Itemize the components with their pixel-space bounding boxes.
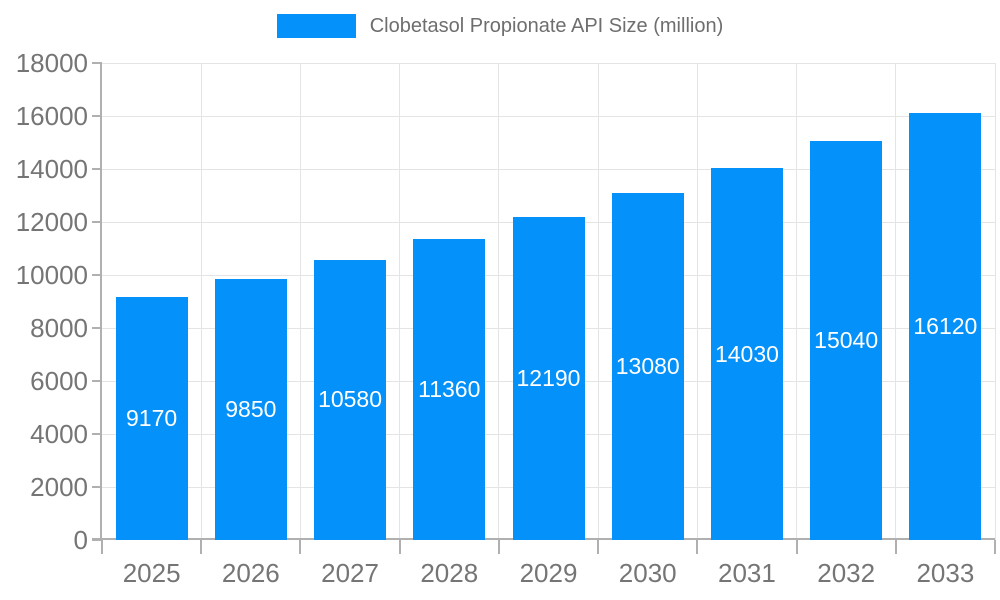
bar[interactable]: 14030 xyxy=(710,168,783,540)
x-tick-label: 2033 xyxy=(916,558,975,588)
y-axis-line xyxy=(100,63,102,540)
y-axis-tick xyxy=(92,380,102,382)
x-gridline xyxy=(597,63,599,540)
y-axis-tick xyxy=(92,62,102,64)
x-tick-label: 2029 xyxy=(519,558,578,588)
legend-swatch xyxy=(276,14,356,38)
y-axis-tick xyxy=(92,539,102,541)
bar-value-label: 14030 xyxy=(714,340,779,367)
y-tick-label: 10000 xyxy=(15,260,88,290)
y-tick-label: 16000 xyxy=(15,101,88,131)
y-axis-tick xyxy=(92,274,102,276)
bar[interactable]: 10580 xyxy=(314,259,387,540)
y-gridline xyxy=(102,62,995,64)
bar[interactable]: 13080 xyxy=(611,193,684,540)
y-tick-label: 4000 xyxy=(30,419,88,449)
y-axis-tick xyxy=(92,168,102,170)
bar[interactable]: 9850 xyxy=(214,278,287,540)
x-axis-tick xyxy=(497,540,500,554)
x-axis-tick xyxy=(696,540,699,554)
y-tick-label: 12000 xyxy=(15,207,88,237)
x-tick-label: 2032 xyxy=(817,558,876,588)
x-gridline xyxy=(994,63,996,540)
x-gridline xyxy=(299,63,301,540)
bar-value-label: 16120 xyxy=(913,312,978,339)
bar-value-label: 12190 xyxy=(516,364,581,391)
y-axis-tick xyxy=(92,433,102,435)
bar[interactable]: 12190 xyxy=(512,216,585,540)
x-axis-tick xyxy=(398,540,401,554)
x-axis-tick xyxy=(299,540,302,554)
x-tick-label: 2026 xyxy=(221,558,280,588)
bar-value-label: 11360 xyxy=(418,375,481,402)
x-tick-label: 2031 xyxy=(718,558,776,588)
y-axis-tick xyxy=(92,486,102,488)
y-tick-label: 14000 xyxy=(15,154,88,184)
x-axis-tick xyxy=(597,540,600,554)
y-tick-label: 6000 xyxy=(30,366,88,396)
bar[interactable]: 15040 xyxy=(810,141,883,540)
bar-value-label: 15040 xyxy=(814,327,879,354)
y-axis-tick xyxy=(92,327,102,329)
x-axis-tick xyxy=(894,540,897,554)
x-gridline xyxy=(498,63,500,540)
x-gridline xyxy=(696,63,698,540)
x-gridline xyxy=(895,63,897,540)
y-tick-label: 8000 xyxy=(30,313,88,343)
y-tick-label: 2000 xyxy=(30,472,88,502)
x-tick-label: 2030 xyxy=(618,558,677,588)
x-gridline xyxy=(200,63,202,540)
legend-label: Clobetasol Propionate API Size (million) xyxy=(369,14,724,37)
bar-value-label: 10580 xyxy=(318,386,383,413)
x-tick-label: 2027 xyxy=(321,558,379,588)
bar-value-label: 13080 xyxy=(615,353,680,380)
x-gridline xyxy=(399,63,401,540)
x-gridline xyxy=(796,63,798,540)
x-axis-tick xyxy=(795,540,798,554)
bar-value-label: 9850 xyxy=(225,395,277,422)
x-axis-tick xyxy=(994,540,996,554)
y-tick-label: 18000 xyxy=(15,48,88,78)
x-axis-tick xyxy=(101,540,103,554)
y-gridline xyxy=(102,168,995,170)
x-axis-tick xyxy=(200,540,203,554)
bar[interactable]: 11360 xyxy=(413,238,486,540)
y-axis-tick xyxy=(92,221,102,223)
bar-value-label: 9170 xyxy=(126,404,178,431)
y-gridline xyxy=(102,115,995,117)
y-axis-tick xyxy=(92,115,102,117)
x-tick-label: 2028 xyxy=(420,558,479,588)
y-tick-label: 0 xyxy=(73,525,88,555)
bar[interactable]: 9170 xyxy=(115,296,188,540)
bar[interactable]: 16120 xyxy=(909,112,982,540)
chart-legend[interactable]: Clobetasol Propionate API Size (million) xyxy=(0,14,1000,38)
x-tick-label: 2025 xyxy=(122,558,181,588)
